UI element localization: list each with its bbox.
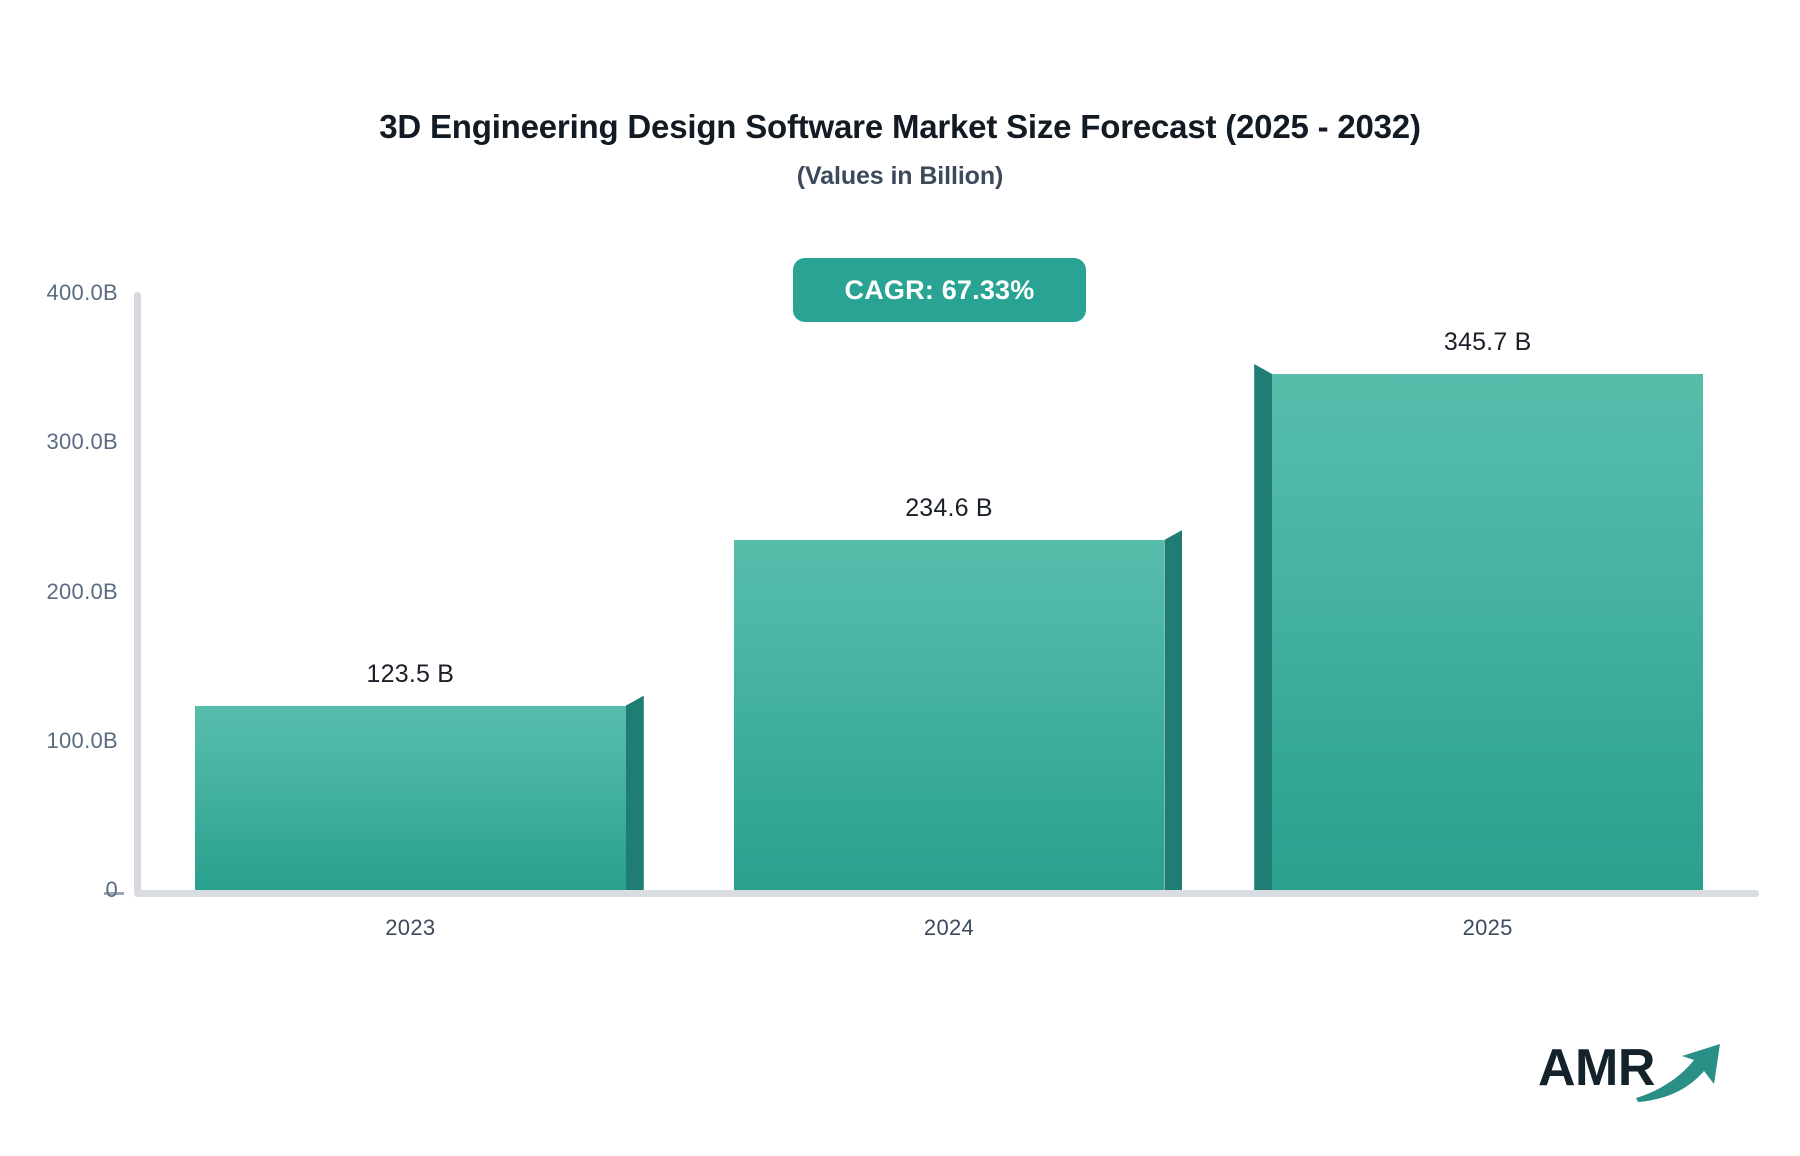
growth-arrow-icon	[1636, 1044, 1720, 1102]
y-axis-tick-label: 0	[105, 877, 118, 902]
bar-front-face	[194, 705, 626, 890]
bar-2024	[733, 529, 1183, 890]
bar-value-label: 123.5 B	[366, 659, 455, 688]
y-axis-tick-label: 100.0B	[46, 727, 118, 753]
y-axis-tick-labels: 400.0B 300.0B 200.0B 100.0B 0	[0, 0, 118, 1156]
bar-side-face	[1254, 364, 1273, 890]
page-title: 3D Engineering Design Software Market Si…	[379, 108, 1421, 145]
chart-header: 3D Engineering Design Software Market Si…	[0, 0, 1800, 191]
amr-logo-text: AMR	[1538, 1039, 1655, 1097]
cagr-badge-label: CAGR: 67.33%	[844, 274, 1035, 305]
chart-subtitle: (Values in Billion)	[796, 161, 1004, 190]
y-axis-tick-label: 400.0B	[46, 280, 118, 305]
x-axis-tick-label: 2023	[385, 915, 436, 940]
x-axis-tick-label: 2024	[923, 915, 975, 940]
y-axis-tick-label: 300.0B	[46, 429, 118, 455]
cagr-badge: CAGR: 67.33%	[793, 258, 1086, 322]
bar-side-face	[625, 695, 644, 890]
bar-front-face	[733, 539, 1165, 890]
bar-value-label: 234.6 B	[905, 493, 993, 522]
bar-2023	[194, 695, 644, 890]
y-axis-tick-label: 200.0B	[46, 578, 118, 604]
x-axis-line	[134, 890, 1759, 897]
x-axis-tick-label: 2025	[1462, 915, 1513, 940]
y-axis-zero-tick-mark	[104, 892, 124, 895]
bar-front-face	[1272, 374, 1704, 890]
bar-2025	[1254, 364, 1704, 890]
y-axis-line	[134, 292, 141, 895]
bar-value-label: 345.7 B	[1443, 328, 1532, 357]
bar-side-face	[1164, 529, 1183, 890]
amr-logo: AMR	[1538, 1036, 1723, 1108]
